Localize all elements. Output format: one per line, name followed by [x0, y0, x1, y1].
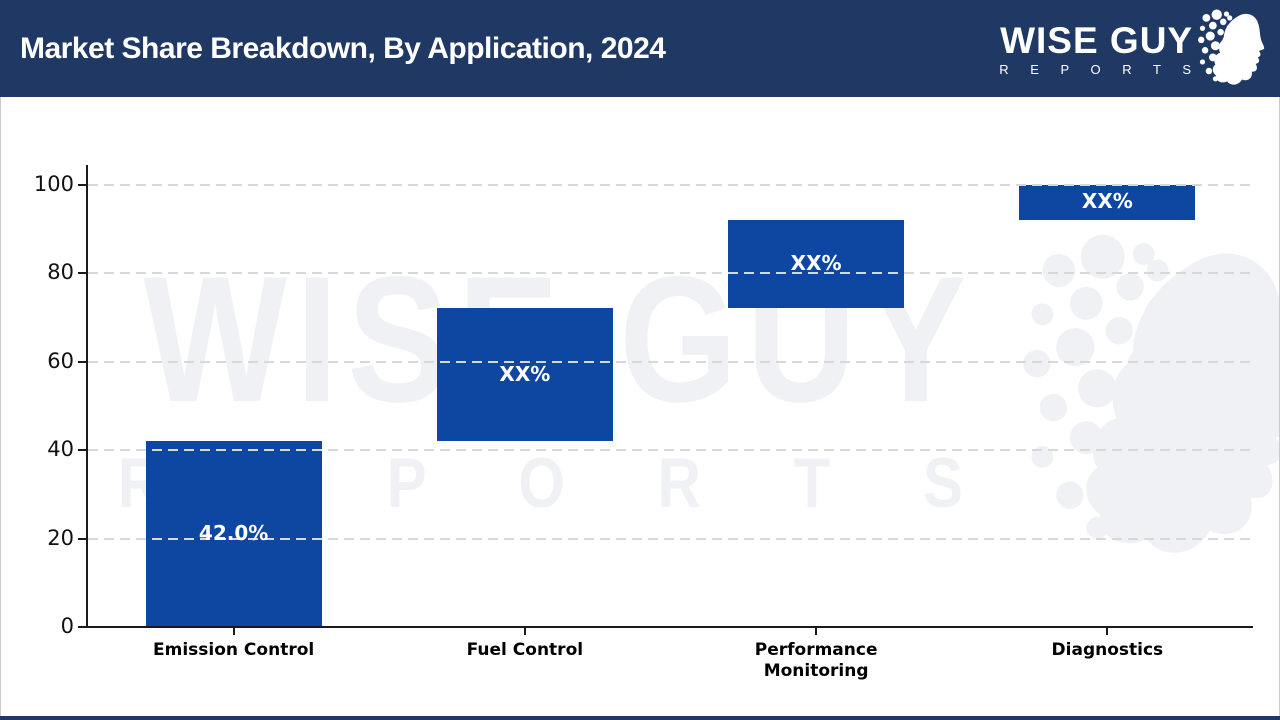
- wiseguy-logo: WISE GUY R E P O R T S: [993, 8, 1266, 90]
- page-title: Market Share Breakdown, By Application, …: [20, 31, 666, 65]
- bar: [436, 308, 613, 442]
- y-tick-label: 40: [47, 437, 74, 461]
- y-tick-label: 80: [47, 260, 74, 284]
- y-axis-tick: [78, 183, 86, 186]
- x-axis-label: Fuel Control: [466, 640, 584, 660]
- gridline: [88, 360, 1253, 363]
- x-axis-label: Emission Control: [153, 640, 315, 660]
- page-edge-line: [0, 97, 1, 716]
- gridline: [88, 537, 1253, 540]
- y-axis-tick: [78, 360, 86, 363]
- x-axis-tick: [815, 627, 818, 635]
- x-axis-tick: [523, 627, 526, 635]
- bar-value-label: XX%: [1081, 189, 1133, 214]
- x-axis-line: [86, 626, 1253, 628]
- footer-accent-bar: [0, 716, 1280, 720]
- y-tick-label: 100: [33, 171, 74, 196]
- bar-value-label: XX%: [790, 251, 842, 276]
- gridline: [88, 449, 1253, 451]
- y-axis-tick: [78, 272, 86, 274]
- gridline: [88, 183, 1253, 186]
- bar: [728, 219, 905, 309]
- bar-value-label: 42.0%: [198, 521, 269, 546]
- wiseguy-face-icon: [1023, 234, 1280, 553]
- y-axis-tick: [78, 449, 86, 451]
- y-axis-tick: [78, 537, 86, 540]
- x-axis-tick: [232, 627, 235, 635]
- x-axis-label: Performance Monitoring: [754, 640, 878, 682]
- app-header: Market Share Breakdown, By Application, …: [0, 0, 1280, 97]
- y-axis-line: [86, 165, 88, 628]
- y-tick-label: 20: [47, 525, 74, 550]
- y-tick-label: 60: [47, 348, 74, 373]
- logo-line-reports: R E P O R T S: [999, 61, 1200, 77]
- y-tick-label: 0: [60, 614, 74, 638]
- logo-line-wiseguy: WISE GUY: [1000, 19, 1194, 61]
- bar-value-label: XX%: [499, 361, 551, 386]
- bar: [145, 441, 322, 627]
- y-axis-tick: [78, 626, 86, 628]
- x-axis-label: Diagnostics: [1051, 640, 1164, 660]
- bar: [1019, 184, 1196, 220]
- wiseguy-face-icon: [1015, 234, 1280, 576]
- wiseguy-face-icon: [1197, 8, 1265, 85]
- x-axis-tick: [1106, 627, 1109, 635]
- gridline: [88, 272, 1253, 274]
- wiseguy-face-icon: [1197, 8, 1266, 90]
- logo-wordmark: WISE GUY R E P O R T S: [993, 22, 1200, 76]
